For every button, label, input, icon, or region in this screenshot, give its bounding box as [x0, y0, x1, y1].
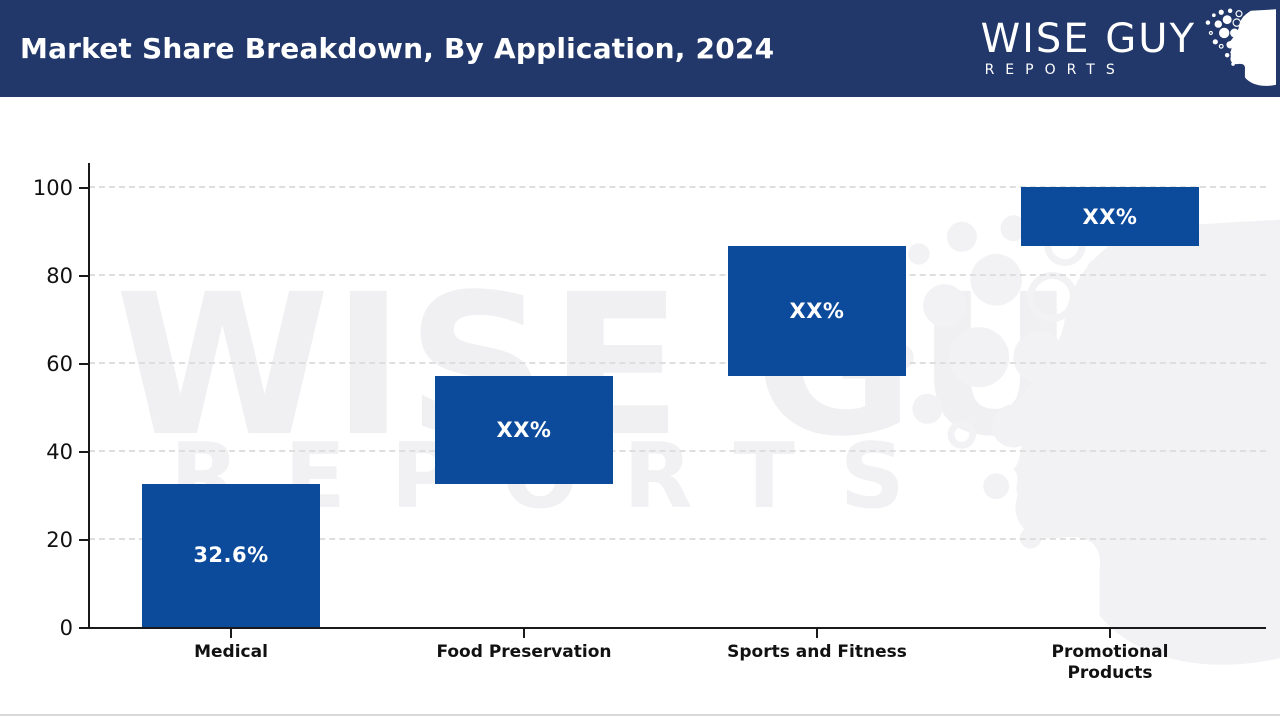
bar-value-label: XX%: [496, 417, 552, 442]
y-axis-tick: [79, 363, 88, 365]
brand-name: WISE GUY: [980, 16, 1196, 62]
y-axis-tick: [79, 539, 88, 541]
bar-value-label: 32.6%: [193, 543, 269, 568]
watermark-dots-head: [850, 175, 1280, 724]
x-axis-tick: [1109, 629, 1111, 638]
y-axis-tick: [79, 451, 88, 453]
bar: XX%: [435, 376, 613, 484]
bar-value-label: XX%: [789, 299, 845, 324]
y-tick-label: 40: [46, 440, 73, 464]
grid-line: [89, 538, 1266, 540]
x-axis-line: [88, 627, 1266, 629]
dots-head-icon: [1205, 8, 1276, 86]
y-tick-label: 0: [59, 616, 73, 640]
x-category-label: Medical: [194, 642, 268, 662]
header-bar: Market Share Breakdown, By Application, …: [0, 0, 1280, 97]
y-axis-tick: [79, 275, 88, 277]
bar-value-label: XX%: [1082, 204, 1138, 229]
bar: XX%: [728, 246, 906, 377]
y-axis-line: [88, 163, 90, 629]
y-axis-tick: [79, 627, 88, 629]
x-axis-tick: [523, 629, 525, 638]
dots-head-icon: [871, 215, 1280, 665]
bar: XX%: [1021, 187, 1199, 247]
bar: 32.6%: [142, 483, 320, 627]
brand-subtitle: REPORTS: [984, 62, 1126, 78]
brand-logo: WISE GUY REPORTS: [981, 0, 1280, 97]
page-title: Market Share Breakdown, By Application, …: [20, 32, 775, 65]
grid-line: [89, 186, 1266, 188]
x-axis-tick: [816, 629, 818, 638]
y-tick-label: 80: [46, 264, 73, 288]
grid-line: [89, 274, 1266, 276]
y-tick-label: 20: [46, 528, 73, 552]
x-category-label: Promotional Products: [1051, 642, 1169, 684]
x-axis-tick: [230, 629, 232, 638]
x-category-label: Sports and Fitness: [727, 642, 907, 662]
footer-divider: [0, 714, 1280, 716]
grid-line: [89, 450, 1266, 452]
brand-logo-text: WISE GUY REPORTS: [981, 19, 1196, 78]
y-tick-label: 60: [46, 352, 73, 376]
grid-line: [89, 362, 1266, 364]
x-category-label: Food Preservation: [436, 642, 612, 662]
y-tick-label: 100: [32, 176, 73, 200]
y-axis-tick: [79, 187, 88, 189]
